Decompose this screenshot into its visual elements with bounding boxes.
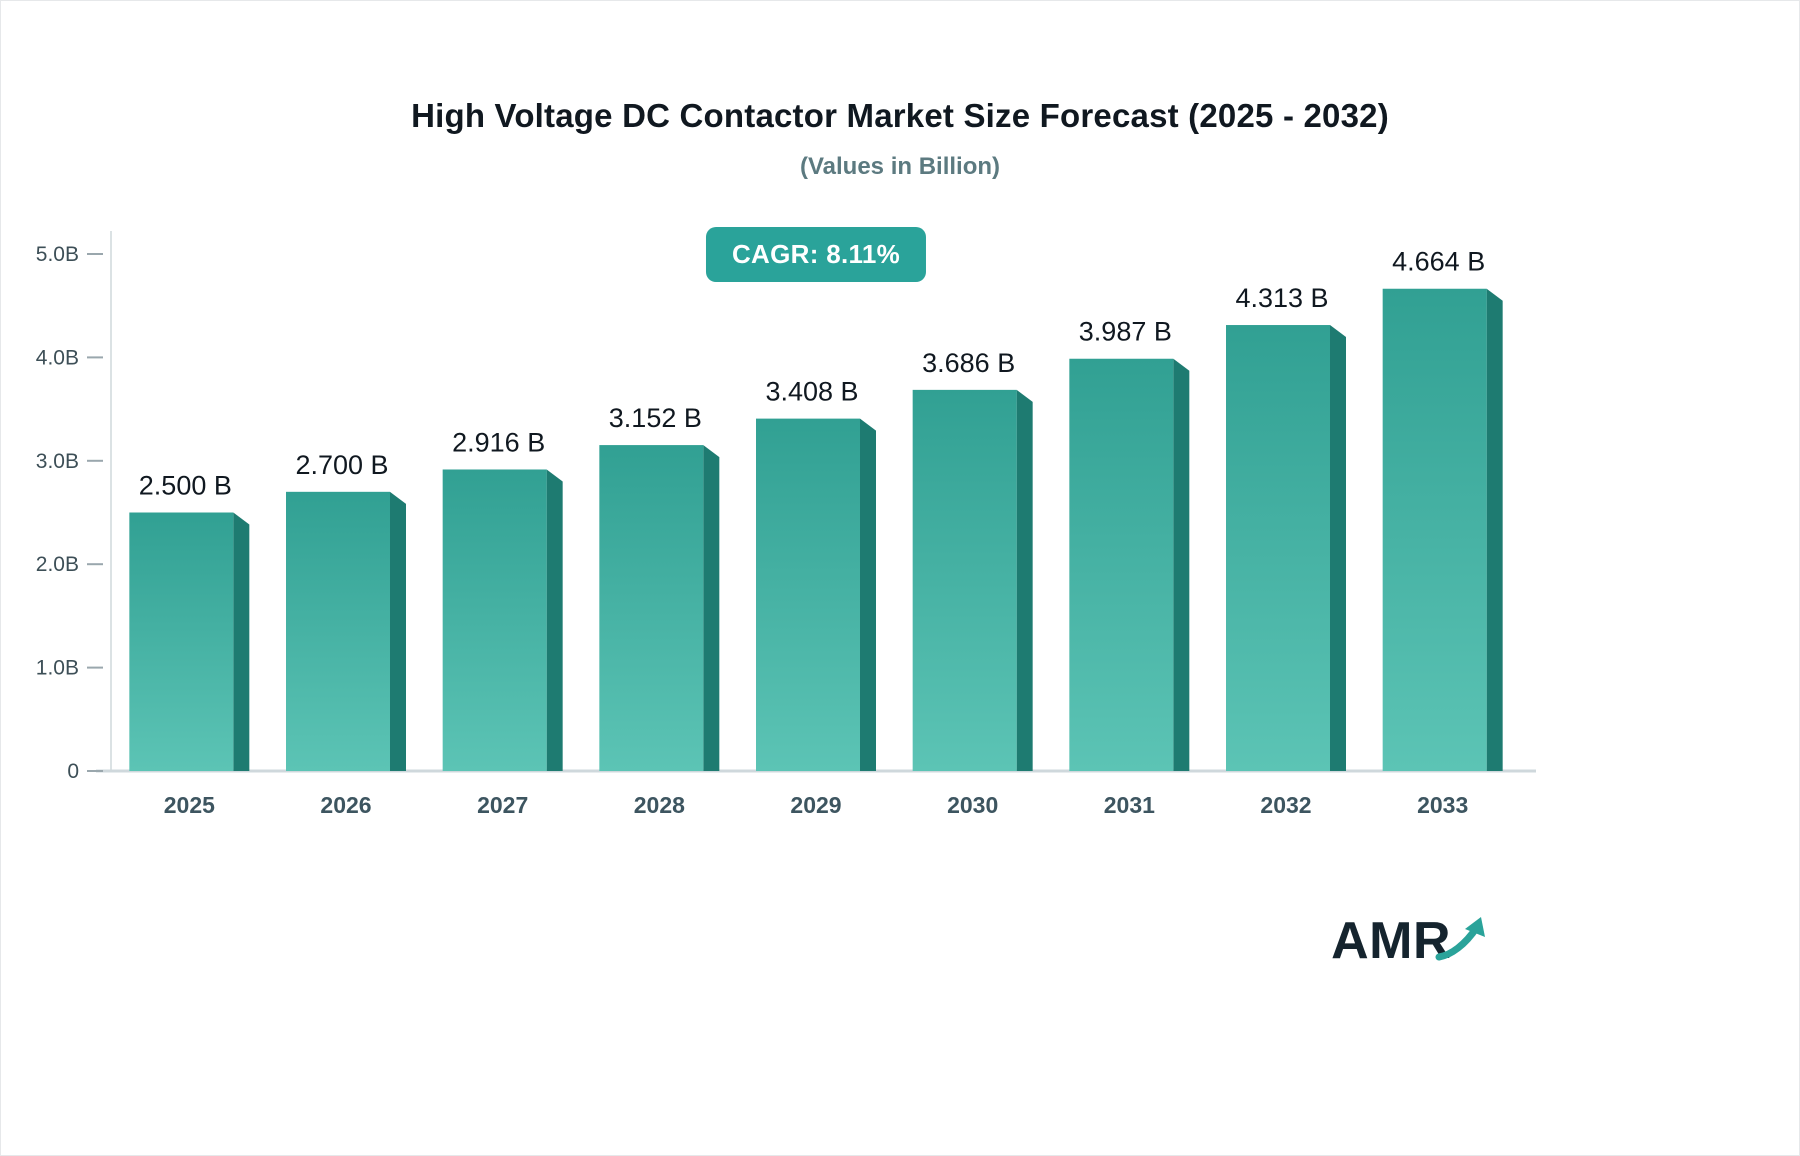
bar-2031 <box>1069 358 1174 771</box>
x-category-label: 2032 <box>1260 792 1311 818</box>
y-tick-label: 0 <box>67 760 79 783</box>
x-category-label: 2029 <box>790 792 841 818</box>
y-tick-label: 5.0B <box>36 243 79 266</box>
brand-logo: AMR <box>1331 913 1487 967</box>
bar-2030 <box>912 389 1017 771</box>
chart-title: High Voltage DC Contactor Market Size Fo… <box>411 97 1389 134</box>
bar-2026 <box>286 491 390 771</box>
y-tick-label: 3.0B <box>36 450 79 473</box>
x-category-label: 2033 <box>1417 792 1468 818</box>
x-category-label: 2026 <box>320 792 371 818</box>
y-tick-label: 4.0B <box>36 346 79 369</box>
y-axis-ticks: 0 1.0B 2.0B 3.0B 4.0B 5.0B <box>36 243 103 783</box>
bar-side-2027 <box>546 469 563 771</box>
bar-2032 <box>1226 325 1330 771</box>
bar-2028 <box>599 445 704 771</box>
bar-value-label: 4.313 B <box>1235 283 1328 313</box>
bars <box>129 288 1503 771</box>
bar-value-label: 3.408 B <box>765 377 858 407</box>
bar-2033 <box>1382 288 1487 771</box>
bar-side-2031 <box>1173 358 1190 771</box>
bar-side-2032 <box>1330 325 1346 771</box>
brand-logo-text: AMR <box>1331 912 1451 970</box>
cagr-badge: CAGR: 8.11% <box>705 227 927 282</box>
y-tick-label: 1.0B <box>36 657 79 680</box>
bar-2025 <box>129 512 234 771</box>
chart-subtitle: (Values in Billion) <box>799 153 1001 180</box>
bar-value-label: 2.916 B <box>452 427 545 457</box>
x-category-label: 2027 <box>477 792 528 818</box>
x-category-label: 2025 <box>164 792 215 818</box>
bar-value-label: 2.500 B <box>139 471 232 501</box>
chart-header: High Voltage DC Contactor Market Size Fo… <box>1 97 1799 181</box>
bar-2027 <box>442 469 547 771</box>
y-tick-label: 2.0B <box>36 553 79 576</box>
bar-value-label: 2.700 B <box>295 450 388 480</box>
bar-value-label: 3.686 B <box>922 348 1015 378</box>
x-category-label: 2031 <box>1104 792 1155 818</box>
bar-side-2025 <box>233 512 250 771</box>
bar-value-label: 4.664 B <box>1392 247 1485 277</box>
category-labels: 2025 2026 2027 2028 2029 2030 2031 2032 2033 <box>164 792 1469 818</box>
bar-side-2030 <box>1016 389 1033 771</box>
bar-side-2033 <box>1486 288 1503 771</box>
value-labels: 2.500 B 2.700 B 2.916 B 3.152 B 3.408 B 3.686… <box>139 247 1485 501</box>
bar-side-2029 <box>860 418 876 771</box>
bar-value-label: 3.987 B <box>1079 317 1172 347</box>
bar-side-2026 <box>390 491 406 771</box>
growth-arrow-icon <box>1435 917 1485 961</box>
bar-side-2028 <box>703 445 720 771</box>
bar-value-label: 3.152 B <box>609 403 702 433</box>
x-category-label: 2030 <box>947 792 998 818</box>
x-category-label: 2028 <box>634 792 685 818</box>
bar-2029 <box>756 418 860 771</box>
